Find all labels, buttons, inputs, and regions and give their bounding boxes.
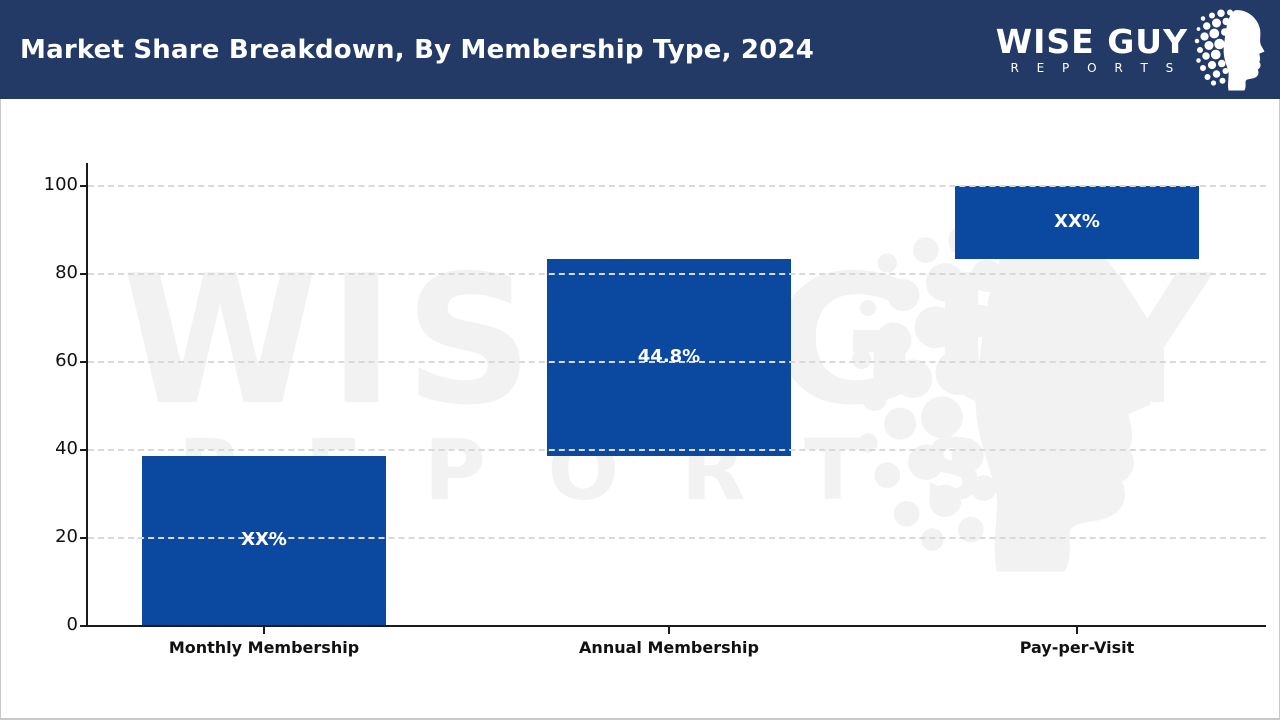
y-tick-mark bbox=[80, 273, 88, 275]
gridline bbox=[88, 449, 1266, 451]
header: Market Share Breakdown, By Membership Ty… bbox=[0, 0, 1280, 99]
y-tick-label: 20 bbox=[55, 526, 78, 547]
logo-wordmark: WISE GUY bbox=[995, 21, 1188, 61]
x-category-label: Pay-per-Visit bbox=[1019, 638, 1135, 657]
y-tick-label: 60 bbox=[55, 350, 78, 371]
bar-value-label: 44.8% bbox=[637, 345, 701, 367]
x-tick-mark bbox=[1076, 627, 1078, 634]
y-tick-label: 100 bbox=[43, 174, 78, 195]
y-tick-mark bbox=[80, 449, 88, 451]
bar-value-label: XX% bbox=[1054, 210, 1100, 232]
gridline bbox=[88, 537, 1266, 539]
x-tick-mark bbox=[263, 627, 265, 634]
gridline bbox=[88, 273, 1266, 275]
y-tick-mark bbox=[80, 361, 88, 363]
y-tick-mark bbox=[80, 537, 88, 539]
y-tick-label: 40 bbox=[55, 438, 78, 459]
x-axis-spine bbox=[86, 625, 1266, 627]
bar bbox=[955, 186, 1199, 260]
bar-value-label: XX% bbox=[241, 529, 287, 551]
logo-text: WISE GUY R E P O R T S bbox=[996, 25, 1188, 75]
y-tick-mark bbox=[80, 185, 88, 187]
bar bbox=[142, 456, 386, 626]
y-tick-mark bbox=[80, 625, 88, 627]
y-axis-spine bbox=[86, 163, 88, 627]
x-category-label: Monthly Membership bbox=[168, 638, 360, 657]
x-tick-mark bbox=[668, 627, 670, 634]
gridline bbox=[88, 185, 1266, 187]
page-title: Market Share Breakdown, By Membership Ty… bbox=[20, 34, 815, 65]
watermark-head-icon bbox=[851, 224, 1151, 572]
y-tick-label: 0 bbox=[66, 614, 78, 635]
bar bbox=[547, 259, 791, 457]
y-tick-label: 80 bbox=[55, 262, 78, 283]
logo-subtitle: R E P O R T S bbox=[1010, 60, 1181, 75]
gridline bbox=[88, 361, 1266, 363]
dotted-head-icon bbox=[1194, 9, 1265, 91]
wiseguy-logo: WISE GUY R E P O R T S bbox=[996, 8, 1280, 92]
x-category-label: Annual Membership bbox=[579, 638, 759, 657]
